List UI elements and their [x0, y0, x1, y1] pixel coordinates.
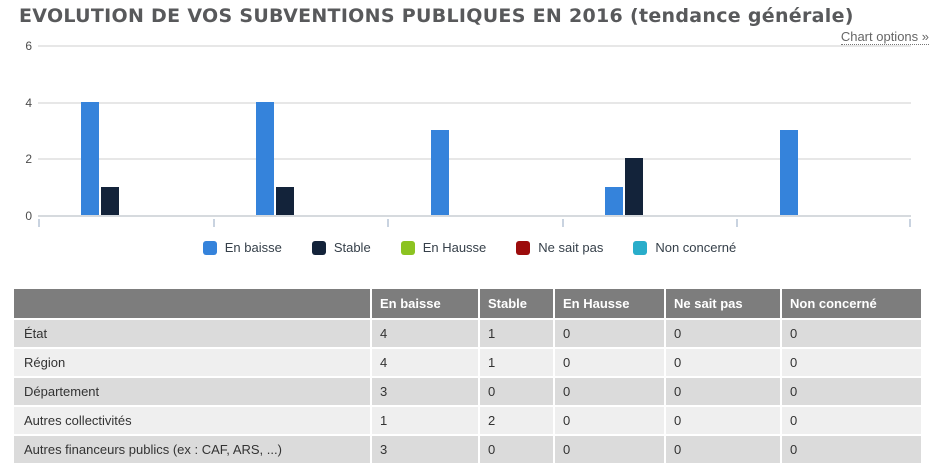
- row-label: Autres financeurs publics (ex : CAF, ARS…: [14, 435, 372, 463]
- row-label: Département: [14, 377, 372, 407]
- table-header-row: En baisse Stable En Hausse Ne sait pas Non c…: [14, 289, 921, 320]
- data-table: En baisse Stable En Hausse Ne sait pas Non c…: [14, 289, 921, 463]
- cell-value: 1: [479, 319, 555, 349]
- cell-value: 0: [665, 406, 782, 436]
- bar-en-baisse-region[interactable]: [256, 102, 274, 215]
- cell-value: 4: [371, 319, 480, 349]
- cell-value: 3: [371, 435, 480, 463]
- legend-label: Ne sait pas: [538, 240, 604, 255]
- bar-stable-etat[interactable]: [101, 187, 119, 215]
- legend-item-en-hausse[interactable]: En Hausse: [400, 240, 487, 255]
- cell-value: 0: [554, 348, 666, 378]
- cell-value: 1: [371, 406, 480, 436]
- cell-value: 0: [665, 319, 782, 349]
- bar-en-baisse-departement[interactable]: [431, 130, 449, 215]
- cell-value: 0: [479, 377, 555, 407]
- cell-value: 0: [554, 377, 666, 407]
- cell-value: 1: [479, 348, 555, 378]
- cell-value: 0: [665, 435, 782, 463]
- table-row-autres-collectivites: Autres collectivités 1 2 0 0 0: [14, 406, 921, 436]
- legend-swatch-en-baisse: [202, 240, 217, 255]
- table-header-cell: Stable: [479, 289, 555, 320]
- legend-swatch-non-concerne: [633, 240, 648, 255]
- cell-value: 0: [665, 348, 782, 378]
- legend-item-ne-sait-pas[interactable]: Ne sait pas: [516, 240, 603, 255]
- cell-value: 3: [371, 377, 480, 407]
- cell-value: 0: [554, 406, 666, 436]
- legend-item-en-baisse[interactable]: En baisse: [202, 240, 282, 255]
- bar-stable-region[interactable]: [276, 187, 294, 215]
- cell-value: 0: [781, 377, 921, 407]
- legend-label: Non concerné: [655, 240, 737, 255]
- page-title: EVOLUTION DE VOS SUBVENTIONS PUBLIQUES E…: [19, 5, 854, 27]
- table-row-departement: Département 3 0 0 0 0: [14, 377, 921, 407]
- cell-value: 4: [371, 348, 480, 378]
- table-header-cell: Ne sait pas: [665, 289, 782, 320]
- y-axis-tick-label: 6: [25, 39, 32, 53]
- table-row-autres-financeurs-publics-ex-caf-ars: Autres financeurs publics (ex : CAF, ARS…: [14, 435, 921, 463]
- legend-item-non-concerne[interactable]: Non concerné: [633, 240, 736, 255]
- bar-en-baisse-etat[interactable]: [81, 102, 99, 215]
- row-label: Région: [14, 348, 372, 378]
- cell-value: 0: [554, 435, 666, 463]
- cell-value: 0: [554, 319, 666, 349]
- row-label: État: [14, 319, 372, 349]
- cell-value: 0: [665, 377, 782, 407]
- chart-legend: En baisse Stable En Hausse Ne sait pas Non c…: [0, 240, 939, 255]
- legend-item-stable[interactable]: Stable: [311, 240, 371, 255]
- x-axis-tick: [213, 219, 215, 227]
- chart-options-link[interactable]: Chart options »: [840, 29, 929, 45]
- bar-en-baisse-autres-financeurs-publics-ex-caf-ars[interactable]: [780, 130, 798, 215]
- table-header-cell: [14, 289, 372, 320]
- legend-swatch-stable: [311, 240, 326, 255]
- gridline: [38, 101, 911, 104]
- cell-value: 2: [479, 406, 555, 436]
- y-axis-tick-label: 0: [25, 209, 32, 223]
- bar-en-baisse-autres-collectivites[interactable]: [605, 187, 623, 215]
- table-header-cell: En baisse: [371, 289, 480, 320]
- table-header-cell: Non concerné: [781, 289, 921, 320]
- x-axis-tick: [38, 219, 40, 227]
- y-axis-tick-label: 4: [25, 95, 32, 110]
- x-axis-tick: [736, 219, 738, 227]
- gridline: [38, 158, 911, 161]
- legend-label: Stable: [333, 240, 371, 255]
- cell-value: 0: [479, 435, 555, 463]
- gridline: [38, 45, 911, 47]
- legend-label: En Hausse: [422, 240, 487, 255]
- cell-value: 0: [781, 348, 921, 378]
- legend-label: En baisse: [224, 240, 282, 255]
- x-axis-tick: [562, 219, 564, 227]
- y-axis-tick-label: 2: [25, 152, 32, 167]
- cell-value: 0: [781, 319, 921, 349]
- row-label: Autres collectivités: [14, 406, 372, 436]
- table-header-cell: En Hausse: [554, 289, 666, 320]
- legend-swatch-ne-sait-pas: [516, 240, 531, 255]
- x-axis-tick: [387, 219, 389, 227]
- bar-stable-autres-collectivites[interactable]: [625, 158, 643, 215]
- table-row-etat: État 4 1 0 0 0: [14, 319, 921, 349]
- x-axis-tick: [909, 219, 911, 227]
- table-row-region: Région 4 1 0 0 0: [14, 348, 921, 378]
- cell-value: 0: [781, 435, 921, 463]
- legend-swatch-en-hausse: [400, 240, 415, 255]
- plot-area: [38, 45, 911, 227]
- cell-value: 0: [781, 406, 921, 436]
